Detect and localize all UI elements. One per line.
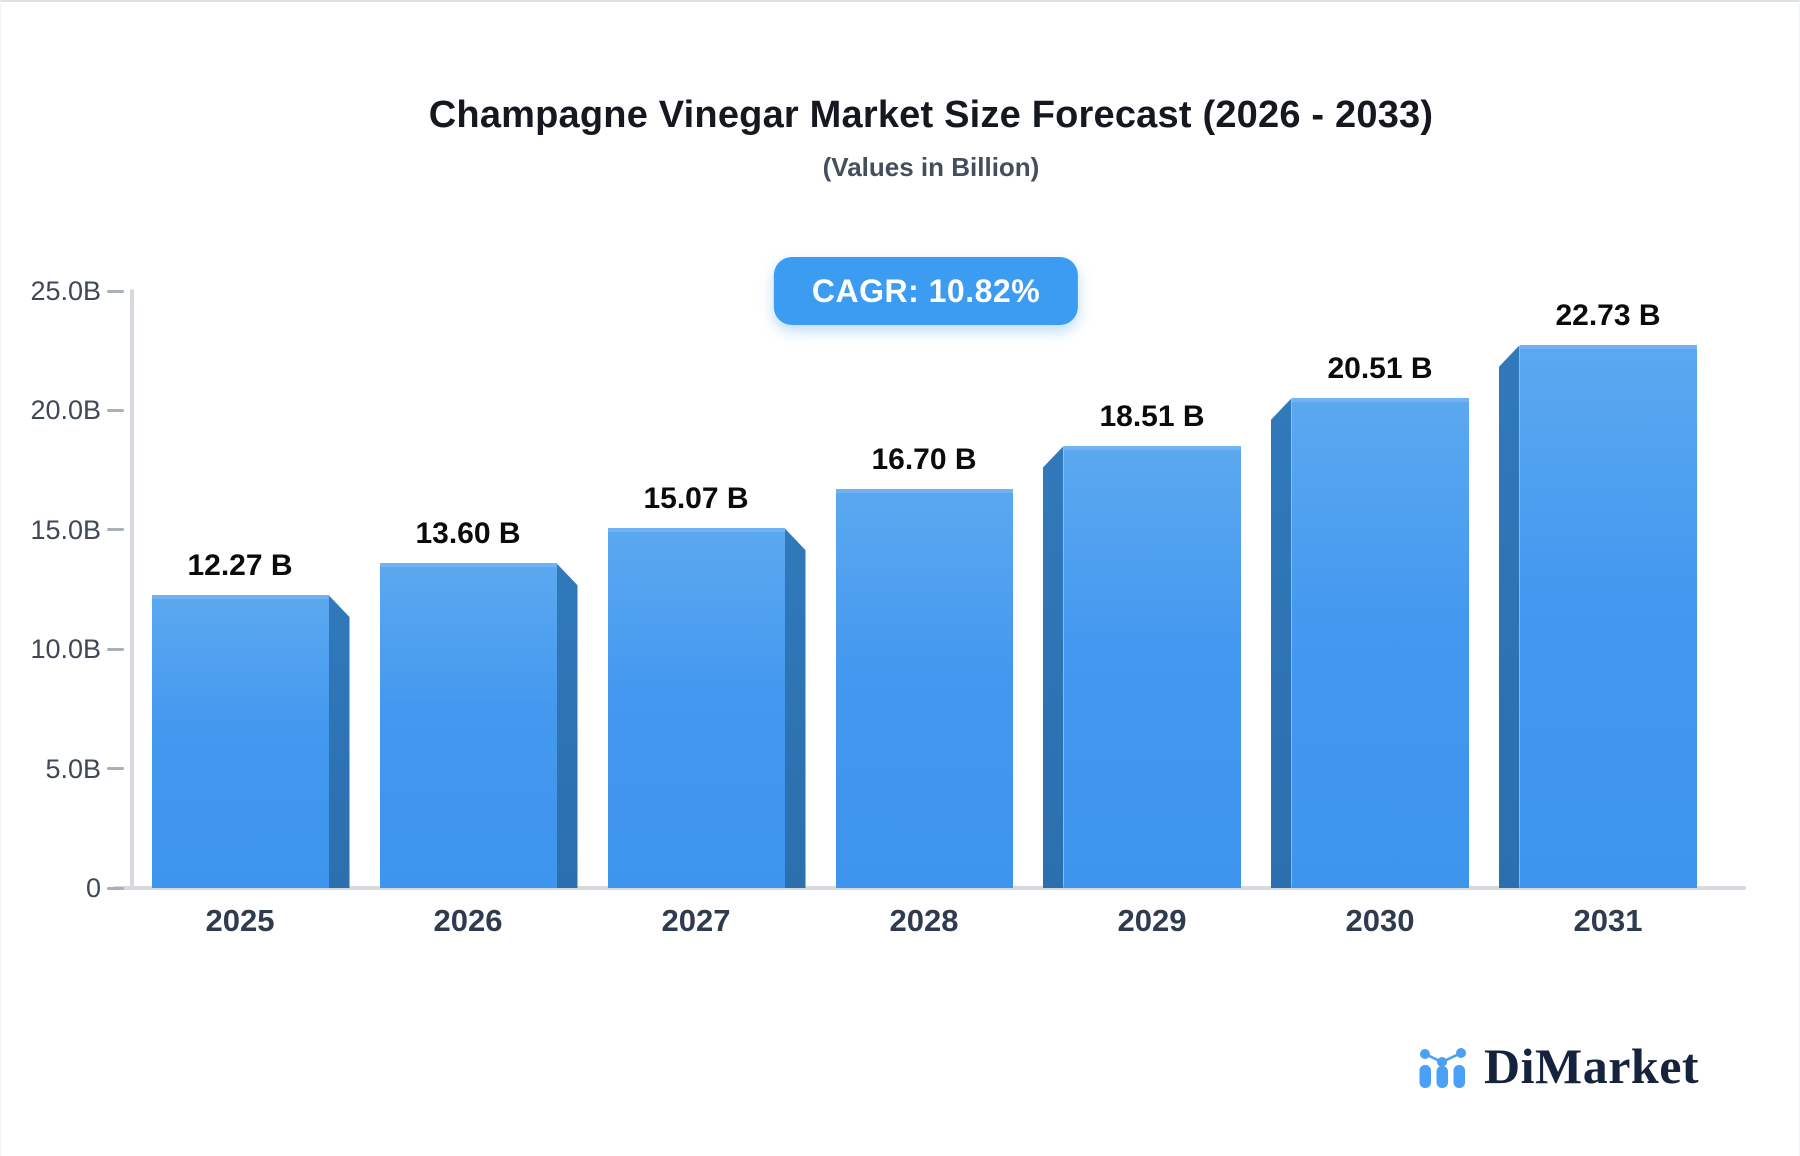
y-tick-dash <box>107 767 124 771</box>
x-axis-line <box>113 886 1746 890</box>
bar-face[interactable] <box>379 563 557 888</box>
bar-face[interactable] <box>835 489 1013 888</box>
bar-face[interactable] <box>1063 445 1241 888</box>
bar-side-face <box>784 528 806 888</box>
chart-subtitle: (Values in Billion) <box>822 152 1040 182</box>
bar-face[interactable] <box>1291 398 1469 888</box>
y-axis-line <box>130 289 134 890</box>
bar-value-label: 15.07 B <box>643 482 749 516</box>
y-tick-dash <box>107 289 124 293</box>
y-tick-label: 5.0B <box>45 753 101 784</box>
y-tick-label: 15.0B <box>30 514 101 545</box>
y-tick-label: 10.0B <box>30 634 101 665</box>
x-tick-label: 2030 <box>1345 903 1415 938</box>
dimarket-logo-text: DiMarket <box>1484 1038 1700 1094</box>
y-tick-dash <box>107 886 124 890</box>
cagr-badge: CAGR: 10.82% <box>773 257 1079 325</box>
bar-value-label: 12.27 B <box>187 548 293 582</box>
y-tick-dash <box>107 528 124 532</box>
bar-face[interactable] <box>607 528 785 888</box>
y-tick-dash <box>107 647 124 651</box>
dimarket-logo: DiMarket <box>1415 1038 1700 1094</box>
bar-side-face <box>1498 345 1520 888</box>
dimarket-logo-icon <box>1419 1048 1466 1088</box>
bar-side-face <box>1270 398 1292 888</box>
x-tick-label: 2029 <box>1117 903 1187 938</box>
y-tick-label: 20.0B <box>30 395 101 426</box>
y-tick-label: 25.0B <box>30 276 101 306</box>
chart-title: Champagne Vinegar Market Size Forecast (… <box>428 94 1434 136</box>
bar-side-face <box>1042 445 1064 888</box>
x-tick-label: 2025 <box>205 903 275 938</box>
x-tick-label: 2031 <box>1573 903 1643 938</box>
bar-side-face <box>328 594 350 888</box>
bar-value-label: 22.73 B <box>1555 299 1661 333</box>
bar-face[interactable] <box>151 594 329 888</box>
bar-value-label: 18.51 B <box>1099 399 1205 433</box>
bar-value-label: 13.60 B <box>415 517 521 551</box>
bar-value-label: 20.51 B <box>1327 352 1433 386</box>
bar-face[interactable] <box>1519 345 1697 888</box>
y-tick-label: 0 <box>85 873 101 903</box>
bar-side-face <box>556 563 578 888</box>
x-tick-label: 2026 <box>433 903 503 938</box>
bar-value-label: 16.70 B <box>871 443 977 477</box>
y-tick-dash <box>107 408 124 412</box>
x-tick-label: 2027 <box>661 903 731 938</box>
x-tick-label: 2028 <box>889 903 959 938</box>
